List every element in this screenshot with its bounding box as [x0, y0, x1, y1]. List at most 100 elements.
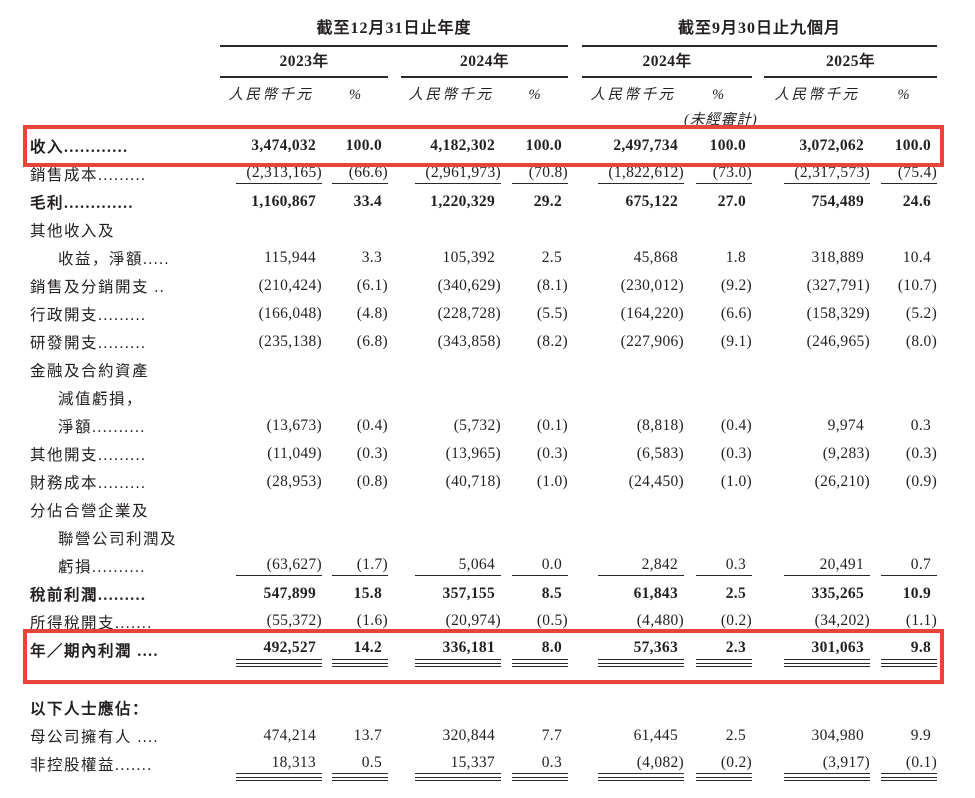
amount-cell: 15,337: [401, 750, 501, 782]
cell-value: (9,283): [822, 445, 871, 462]
cell-value: 24.6: [902, 193, 932, 210]
cell-value: (0.5): [512, 612, 569, 633]
cell-value: (0.2): [696, 612, 753, 633]
cell-value: (5,732): [453, 417, 501, 434]
cell-value: (1,822,612): [598, 164, 685, 185]
cell-value: (228,728): [437, 305, 501, 322]
table-row: 收益，淨額..... 115,944 3.3 105,392 2.5 45,868 1.8 3…: [30, 244, 937, 272]
percent-cell: (0.4): [322, 412, 388, 440]
percent-cell: 0.0: [501, 552, 569, 580]
cell-value: 2.3: [696, 639, 753, 667]
row-label: 所得稅開支.......: [30, 615, 153, 632]
unit-header: 人民幣千元: [408, 87, 494, 103]
percent-cell: 2.5: [684, 580, 752, 608]
cell-value: (1.1): [881, 612, 938, 633]
percent-cell: 13.7: [322, 722, 388, 750]
amount-cell: (3,917): [764, 750, 871, 782]
column-gap: [388, 244, 401, 272]
percent-cell: 100.0: [501, 132, 568, 160]
table-row: 減值虧損，: [30, 384, 937, 412]
amount-cell: 1,160,867: [220, 188, 322, 216]
column-gap: [568, 46, 582, 77]
table-row: 所得稅開支....... (55,372) (1.6) (20,974) (0.5) (4…: [30, 608, 938, 636]
cell-value: (2,317,573): [784, 164, 871, 185]
row-label: 分佔合營企業及: [30, 503, 150, 520]
amount-cell: 675,122: [582, 188, 684, 216]
column-gap: [752, 244, 764, 272]
percent-cell: [322, 694, 388, 722]
percent-cell: [684, 216, 752, 244]
table-row: 金融及合約資產: [30, 356, 937, 384]
row-label: 非控股權益.......: [30, 757, 153, 774]
amount-cell: (4,082): [582, 750, 685, 782]
column-gap: [752, 608, 764, 636]
percent-cell: (6.8): [322, 328, 388, 356]
column-gap: [388, 524, 401, 552]
column-gap: [388, 608, 401, 636]
cell-value: (28,953): [266, 473, 322, 490]
year-header-2025: 2025年: [764, 46, 938, 78]
percent-cell: (73.0): [684, 160, 753, 188]
percent-cell: 9.8: [870, 636, 938, 677]
cell-value: (340,629): [437, 277, 501, 294]
percent-header: %: [348, 87, 362, 103]
percent-cell: 100.0: [684, 132, 752, 160]
amount-cell: (164,220): [582, 300, 684, 328]
cell-value: 1.8: [725, 249, 747, 266]
percent-cell: (8.0): [870, 328, 937, 356]
percent-cell: (1.7): [322, 552, 388, 580]
table-row: 母公司擁有人 .... 474,214 13.7 320,844 7.7 61,445 2.…: [30, 722, 937, 750]
cell-value: (4.8): [356, 305, 388, 322]
row-label: 虧損..........: [58, 559, 146, 576]
column-gap: [752, 77, 764, 108]
amount-cell: [582, 496, 684, 524]
cell-value: 9.8: [881, 639, 938, 667]
amount-cell: [764, 216, 870, 244]
column-gap: [752, 384, 764, 412]
table-row-highlighted: 收入............ 3,474,032 100.0 4,182,302 100…: [22, 125, 945, 167]
cell-value: (1.6): [332, 612, 388, 633]
column-gap: [388, 108, 401, 132]
cell-value: 2.5: [725, 727, 747, 744]
unaudited-note-row: (未經審計): [30, 108, 937, 132]
empty-cell: [220, 108, 322, 132]
cell-value: (166,048): [258, 305, 322, 322]
cell-value: (8.1): [536, 277, 569, 294]
cell-value: 335,265: [811, 585, 865, 602]
percent-cell: (4.8): [322, 300, 388, 328]
column-gap: [568, 356, 582, 384]
cell-value: 0.3: [512, 754, 569, 782]
column-gap: [568, 694, 582, 722]
amount-cell: 1,220,329: [401, 188, 501, 216]
percent-cell: 10.4: [870, 244, 937, 272]
cell-value: (0.1): [881, 754, 938, 782]
amount-cell: [401, 496, 501, 524]
cell-value: 320,844: [442, 727, 495, 744]
column-gap: [568, 328, 582, 356]
percent-header: %: [711, 87, 725, 103]
year-header-row: 2023年 2024年 2024年 2025年: [30, 46, 938, 78]
percent-cell: [870, 384, 937, 412]
table-row: 銷售及分銷開支 .. (210,424) (6.1) (340,629) (8.1) (2…: [30, 272, 937, 300]
amount-cell: [764, 694, 870, 722]
amount-cell: (246,965): [764, 328, 870, 356]
cell-value: 100.0: [525, 137, 563, 154]
column-gap: [388, 694, 401, 722]
percent-cell: [684, 524, 752, 552]
cell-value: 4,182,302: [430, 137, 495, 154]
cell-value: 10.4: [902, 249, 932, 266]
percent-cell: [501, 496, 568, 524]
cell-value: 13.7: [353, 727, 382, 744]
empty-cell: [30, 77, 220, 108]
table-row: 稅前利潤......... 547,899 15.8 357,155 8.5 61,843…: [30, 580, 937, 608]
cell-value: (1.0): [720, 473, 753, 490]
cell-value: 100.0: [345, 137, 382, 154]
amount-cell: (34,202): [764, 608, 871, 636]
percent-cell: [501, 694, 568, 722]
amount-cell: 335,265: [764, 580, 870, 608]
percent-cell: (0.1): [870, 750, 938, 782]
row-label: 其他開支.........: [30, 447, 147, 464]
amount-cell: [401, 524, 501, 552]
percent-cell: [501, 524, 568, 552]
column-gap: [568, 722, 582, 750]
